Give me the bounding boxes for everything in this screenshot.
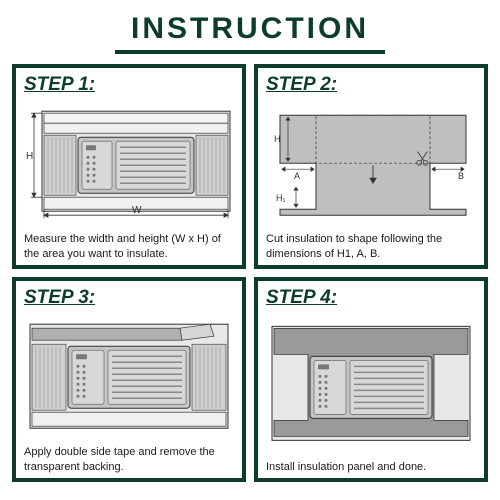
main-title: INSTRUCTION (12, 12, 488, 50)
svg-text:B: B (458, 171, 464, 181)
step2-diagram: H A B (266, 100, 476, 228)
svg-text:H₁: H₁ (276, 193, 286, 203)
step4-diagram (266, 313, 476, 456)
dim-w: W (132, 205, 142, 216)
step-caption: Cut insulation to shape following the di… (266, 232, 476, 261)
step-label: STEP 3: (24, 287, 234, 309)
panel-step-1: STEP 1: (12, 64, 246, 269)
panel-step-4: STEP 4: (254, 277, 488, 482)
panel-step-2: STEP 2: H (254, 64, 488, 269)
step3-diagram (24, 313, 234, 441)
step-caption: Apply double side tape and remove the tr… (24, 445, 234, 474)
dim-h: H (26, 151, 33, 162)
svg-text:A: A (294, 171, 300, 181)
title-underline (115, 50, 385, 54)
steps-grid: STEP 1: (12, 64, 488, 482)
instruction-card: INSTRUCTION STEP 1: (12, 12, 488, 488)
step-label: STEP 4: (266, 287, 476, 309)
step-label: STEP 2: (266, 74, 476, 96)
step-label: STEP 1: (24, 74, 234, 96)
panel-step-3: STEP 3: (12, 277, 246, 482)
svg-text:H: H (274, 134, 281, 144)
step-caption: Install insulation panel and done. (266, 460, 476, 474)
step1-diagram: H W (24, 100, 234, 228)
step-caption: Measure the width and height (W x H) of … (24, 232, 234, 261)
